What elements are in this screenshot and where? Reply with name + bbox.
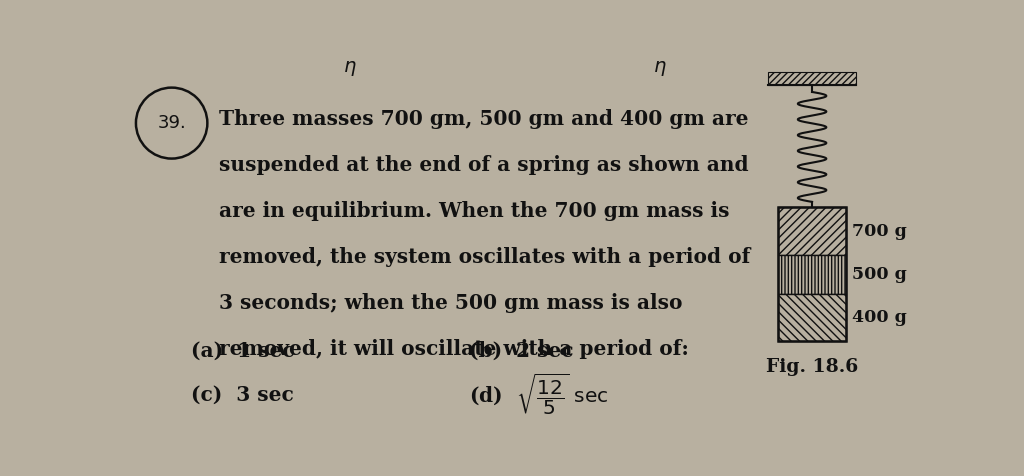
Text: Fig. 18.6: Fig. 18.6 (766, 358, 858, 376)
Text: (c)  3 sec: (c) 3 sec (191, 384, 294, 404)
Text: 700 g: 700 g (852, 223, 907, 240)
Text: removed, it will oscillate with a period of:: removed, it will oscillate with a period… (219, 338, 689, 358)
Text: Three masses 700 gm, 500 gm and 400 gm are: Three masses 700 gm, 500 gm and 400 gm a… (219, 109, 749, 129)
Text: 39.: 39. (158, 114, 186, 132)
Text: 500 g: 500 g (852, 266, 907, 283)
Text: 3 seconds; when the 500 gm mass is also: 3 seconds; when the 500 gm mass is also (219, 293, 683, 313)
Bar (778, 294, 846, 341)
Text: removed, the system oscillates with a period of: removed, the system oscillates with a pe… (219, 247, 751, 267)
Text: $\eta$: $\eta$ (343, 59, 357, 78)
Text: are in equilibrium. When the 700 gm mass is: are in equilibrium. When the 700 gm mass… (219, 201, 730, 221)
Bar (768, 72, 856, 85)
Bar (778, 208, 846, 341)
Text: (d)  $\sqrt{\dfrac{12}{5}}\ \mathrm{sec}$: (d) $\sqrt{\dfrac{12}{5}}\ \mathrm{sec}$ (469, 371, 608, 417)
Bar (778, 208, 846, 255)
Text: (a)  1 sec: (a) 1 sec (191, 340, 295, 360)
Text: 400 g: 400 g (852, 309, 907, 326)
Text: $\eta$: $\eta$ (653, 59, 667, 78)
Text: (b)  2 sec: (b) 2 sec (469, 340, 573, 360)
Text: suspended at the end of a spring as shown and: suspended at the end of a spring as show… (219, 155, 749, 175)
Bar (778, 255, 846, 294)
